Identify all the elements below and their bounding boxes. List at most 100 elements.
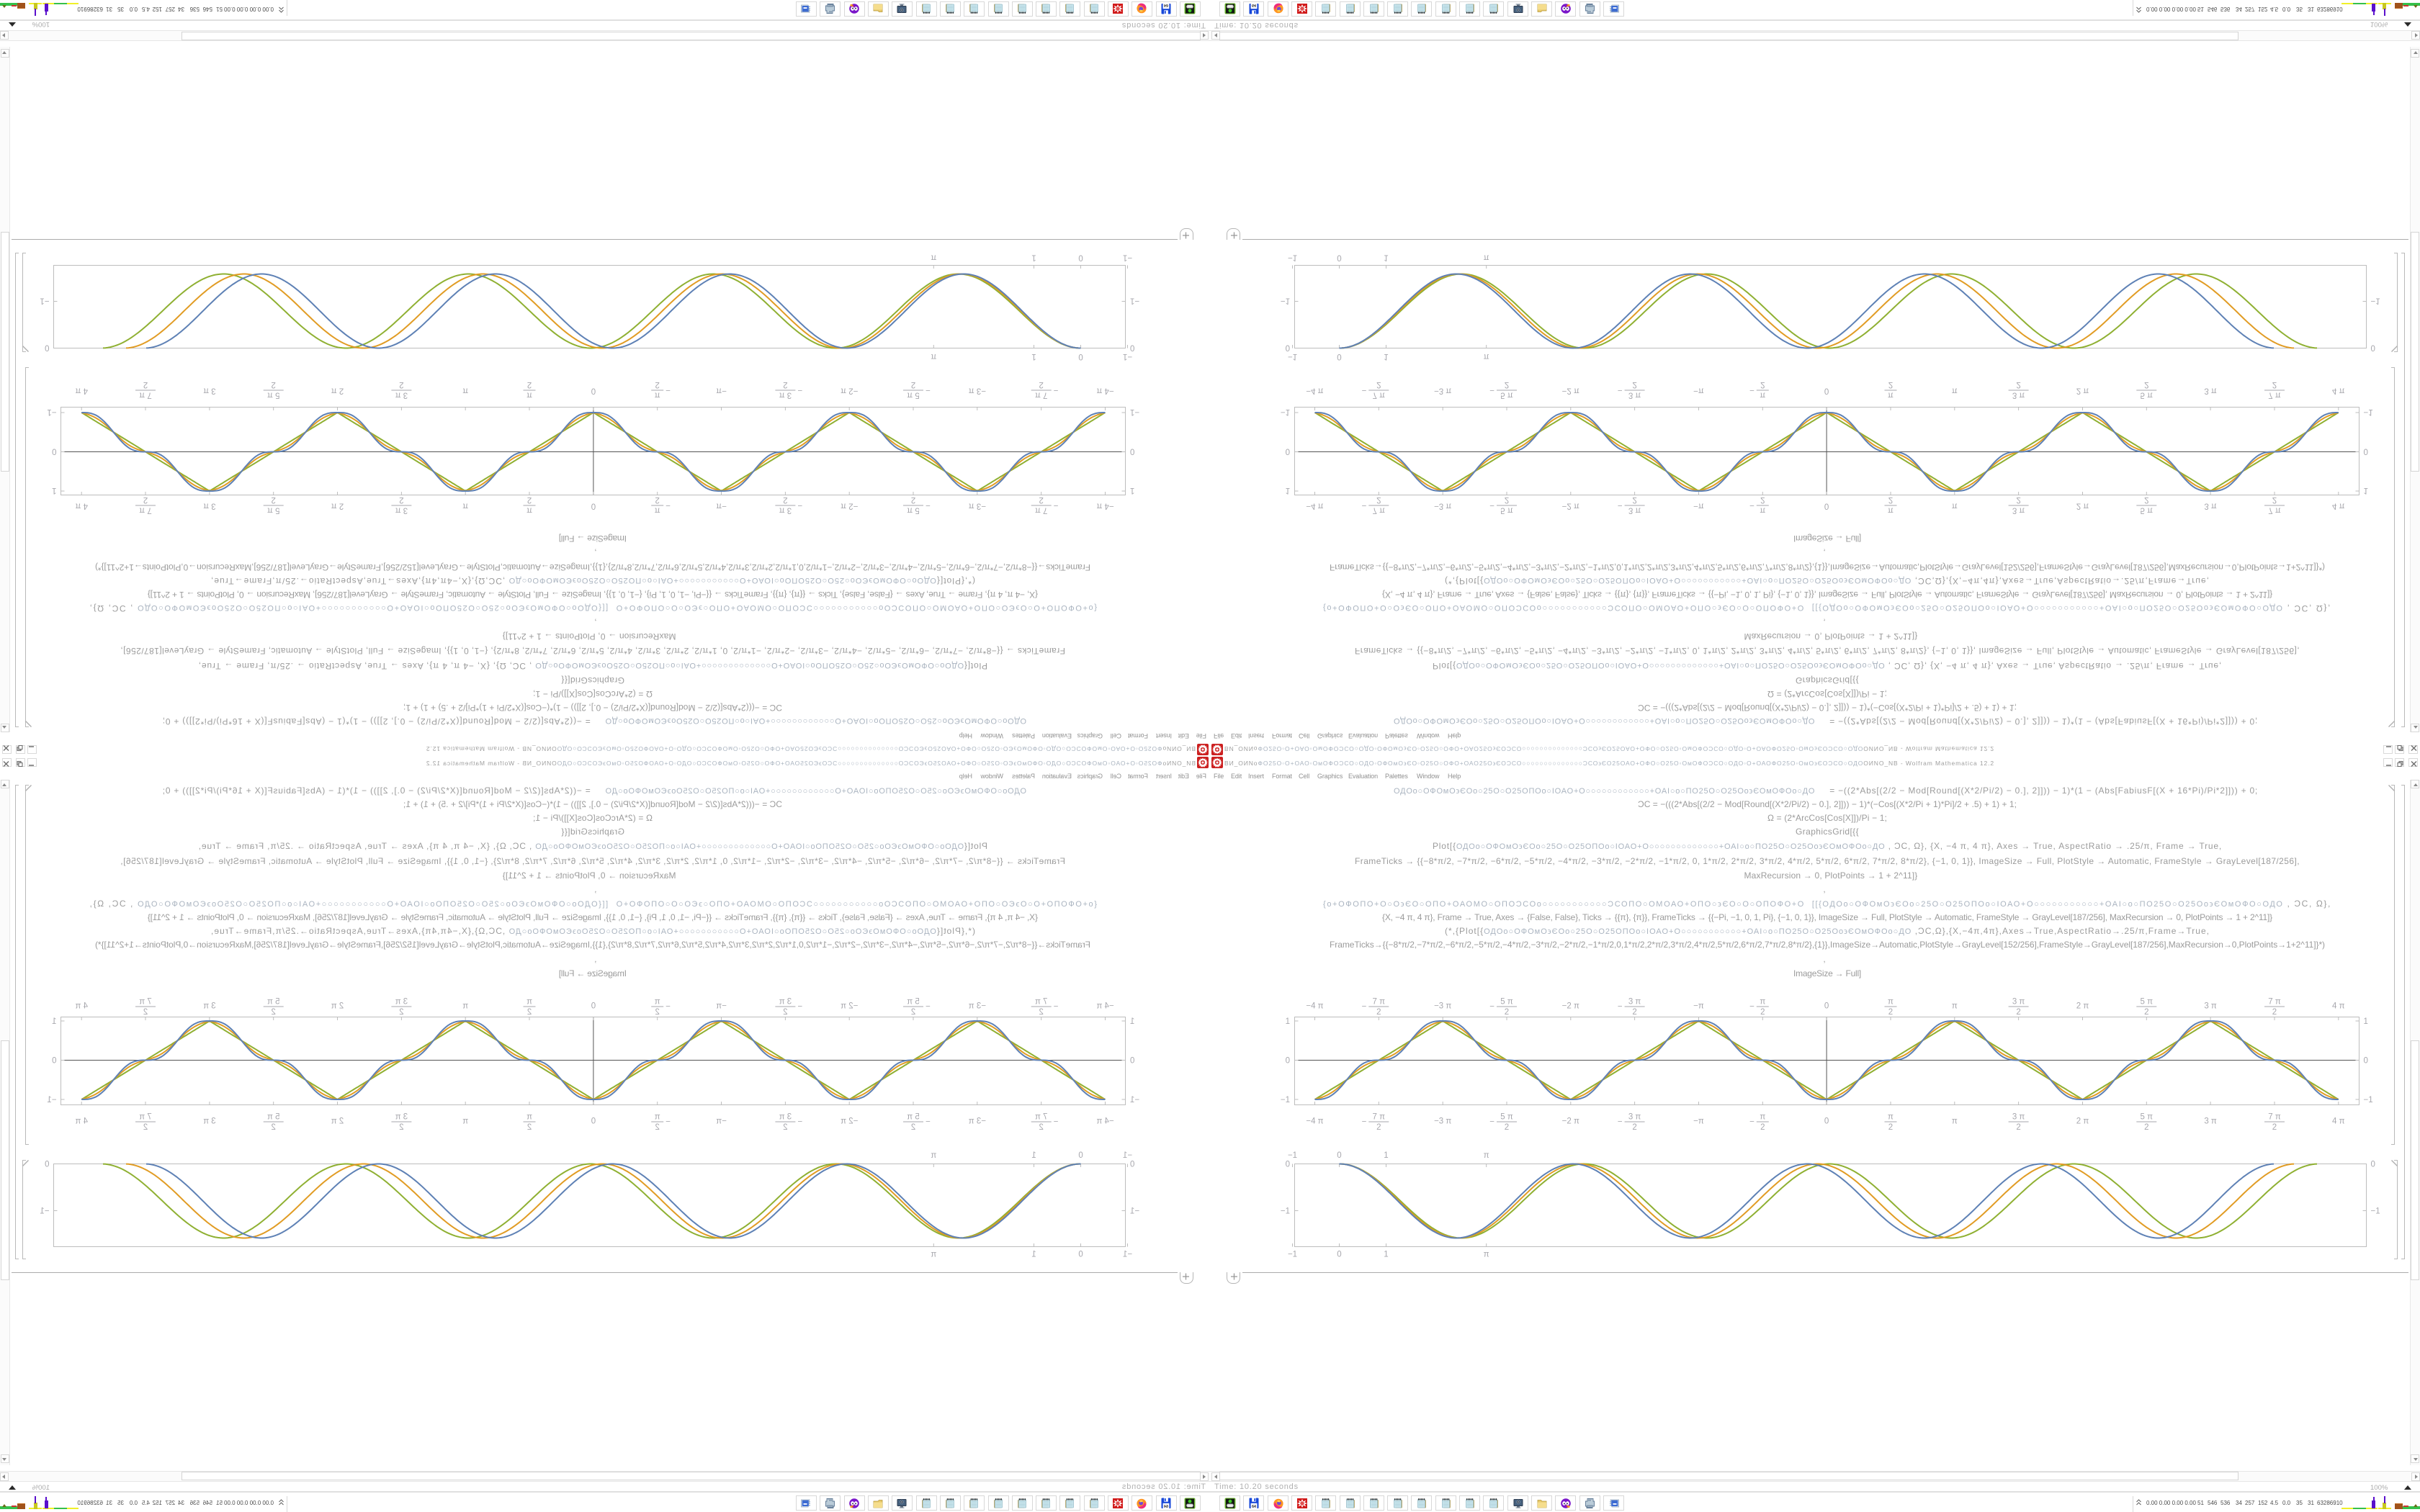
svg-text:5 π: 5 π [907,391,920,400]
svg-text:7 π: 7 π [2268,391,2281,400]
svg-text:2: 2 [527,380,532,389]
svg-text:2 π: 2 π [331,387,344,395]
svg-text:2: 2 [1376,380,1381,389]
svg-text:0: 0 [1078,253,1083,262]
svg-text:0: 0 [1337,253,1341,262]
svg-text:5 π: 5 π [2141,506,2154,515]
svg-text:0: 0 [1824,1002,1829,1011]
svg-text:−π: −π [1693,387,1704,395]
svg-text:3 π: 3 π [779,998,792,1007]
svg-text:0: 0 [1130,1057,1134,1066]
svg-text:2 π: 2 π [331,1117,344,1126]
svg-text:2: 2 [399,380,403,389]
svg-text:4 π: 4 π [2332,387,2345,395]
svg-text:−π: −π [1693,502,1704,510]
svg-text:−: − [1749,501,1754,510]
svg-text:−: − [797,386,802,395]
svg-text:3 π: 3 π [203,502,216,510]
svg-text:7 π: 7 π [1035,391,1048,400]
svg-text:3 π: 3 π [1628,391,1641,400]
svg-text:3 π: 3 π [2204,1117,2217,1126]
svg-text:2: 2 [2016,1008,2020,1017]
svg-text:5 π: 5 π [907,506,920,515]
svg-text:−3 π: −3 π [1434,1117,1451,1126]
svg-text:−: − [1053,1003,1058,1012]
svg-text:5 π: 5 π [1500,506,1513,515]
svg-text:2 π: 2 π [2076,1117,2089,1126]
svg-text:0: 0 [1078,352,1083,361]
svg-text:7 π: 7 π [1035,1113,1048,1122]
svg-text:0: 0 [1337,1151,1341,1160]
svg-text:0: 0 [52,447,56,456]
svg-text:π: π [1760,506,1765,515]
svg-text:4 π: 4 π [75,1117,88,1126]
svg-text:−1: −1 [1288,352,1297,361]
svg-text:−: − [1362,1118,1367,1127]
svg-text:2: 2 [2016,1123,2020,1132]
svg-text:2: 2 [527,1008,532,1017]
svg-text:0: 0 [2364,447,2368,456]
svg-text:π: π [1952,1002,1958,1011]
svg-text:7 π: 7 π [1373,1113,1386,1122]
svg-text:3 π: 3 π [2204,1002,2217,1011]
svg-text:2: 2 [1505,1123,1509,1132]
svg-text:2: 2 [1760,495,1765,504]
svg-text:2 π: 2 π [2076,387,2089,395]
svg-text:0: 0 [2371,343,2375,352]
svg-text:π: π [931,253,936,262]
svg-text:2: 2 [911,495,915,504]
svg-text:−π: −π [716,387,727,395]
svg-text:5 π: 5 π [1500,1113,1513,1122]
svg-text:−: − [1489,386,1494,395]
svg-text:3 π: 3 π [2012,1113,2025,1122]
svg-text:π: π [1888,506,1894,515]
svg-text:π: π [1484,1251,1489,1259]
svg-text:−1: −1 [1288,1151,1297,1160]
svg-text:64: 64 [1164,3,1168,7]
svg-text:−π: −π [716,1002,727,1011]
svg-text:7 π: 7 π [2268,1113,2281,1122]
svg-text:2: 2 [1505,380,1509,389]
svg-text:−1: −1 [1130,408,1139,416]
svg-text:3 π: 3 π [1628,998,1641,1007]
svg-text:0: 0 [591,1117,596,1126]
svg-text:2 π: 2 π [2076,502,2089,510]
svg-text:5 π: 5 π [1500,391,1513,400]
svg-text:−: − [1749,1003,1754,1012]
svg-text:0: 0 [1078,1151,1083,1160]
svg-text:0: 0 [1130,447,1134,456]
svg-text:7 π: 7 π [1035,506,1048,515]
svg-text:0: 0 [2371,1161,2375,1169]
svg-text:−1: −1 [1281,1207,1290,1216]
svg-text:7 π: 7 π [1035,998,1048,1007]
svg-text:3 π: 3 π [1628,506,1641,515]
svg-text:3 π: 3 π [203,1002,216,1011]
svg-text:−π: −π [716,502,727,510]
svg-text:2: 2 [1039,380,1043,389]
svg-text:−2 π: −2 π [841,1002,858,1011]
svg-text:−1: −1 [40,1207,49,1216]
svg-text:0: 0 [591,1002,596,1011]
svg-text:1: 1 [1130,1017,1134,1026]
svg-text:−2 π: −2 π [1562,1002,1579,1011]
svg-text:2: 2 [143,495,148,504]
svg-text:−1: −1 [1123,253,1132,262]
svg-text:2: 2 [1505,1008,1509,1017]
svg-text:2: 2 [271,495,275,504]
svg-text:64: 64 [1252,3,1256,7]
svg-text:4 π: 4 π [75,502,88,510]
svg-text:−: − [1618,501,1623,510]
svg-text:−: − [1362,1003,1367,1012]
svg-text:2: 2 [1760,1123,1765,1132]
svg-text:64: 64 [1164,1505,1168,1509]
svg-text:2: 2 [1760,1008,1765,1017]
svg-text:−π: −π [716,1117,727,1126]
svg-text:−1: −1 [1281,297,1290,305]
svg-text:−1: −1 [1130,1096,1139,1104]
svg-text:2: 2 [655,380,659,389]
svg-text:−: − [797,1118,802,1127]
svg-text:2: 2 [271,1123,275,1132]
svg-text:π: π [1952,1117,1958,1126]
svg-text:π: π [931,352,936,361]
svg-text:π: π [1484,1151,1489,1160]
